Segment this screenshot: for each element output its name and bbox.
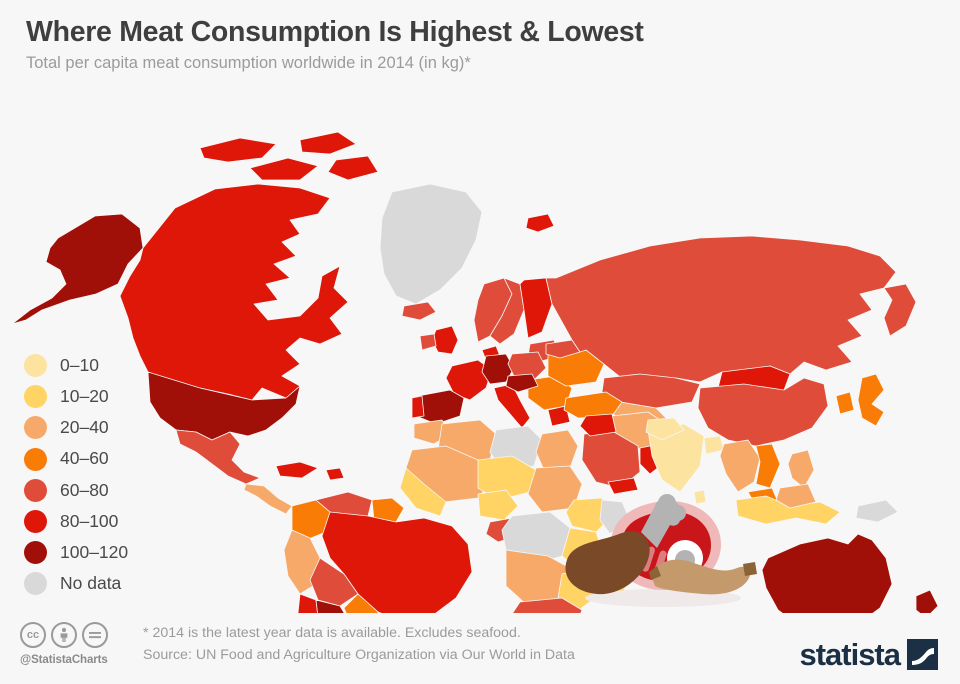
cc-icon: cc — [20, 622, 46, 648]
region-portugal — [411, 395, 425, 419]
region-pakistan — [645, 417, 685, 441]
legend-swatch-icon — [24, 541, 47, 565]
legend-label: 20–40 — [60, 417, 109, 438]
legend-item[interactable]: 0–10 — [24, 350, 128, 381]
region-france — [445, 359, 493, 401]
meat-illustration — [565, 494, 757, 607]
region-austria-hungary — [505, 373, 539, 393]
region-india — [647, 423, 705, 493]
legend-swatch-icon — [24, 447, 47, 471]
footnote: * 2014 is the latest year data is availa… — [143, 625, 521, 641]
legend-label: 100–120 — [60, 541, 129, 562]
region-japan — [857, 373, 885, 427]
sausage-tip-right — [743, 562, 757, 576]
region-south-africa — [512, 597, 583, 613]
legend-label: 10–20 — [60, 386, 109, 407]
sausage-tip-left — [649, 566, 661, 580]
header: Where Meat Consumption Is Highest & Lowe… — [26, 16, 940, 74]
legend-item[interactable]: 20–40 — [24, 412, 128, 443]
region-ireland — [419, 333, 437, 351]
legend-label: No data — [60, 573, 122, 594]
legend-label: 80–100 — [60, 510, 119, 531]
region-iceland — [401, 301, 437, 321]
legend-swatch-icon — [24, 385, 47, 409]
region-central-america — [243, 483, 293, 515]
region-uk — [431, 325, 459, 355]
region-italy — [493, 383, 531, 429]
legend-label: 0–10 — [60, 354, 99, 375]
region-chile — [297, 593, 318, 613]
legend-item[interactable]: No data — [24, 568, 128, 599]
region-argentina — [315, 599, 345, 613]
region-kamchatka — [883, 283, 917, 337]
region-yemen — [607, 477, 639, 495]
region-korea — [835, 391, 855, 415]
region-guyanas — [371, 497, 405, 523]
region-papua-new-guinea — [855, 499, 899, 523]
region-myanmar-thailand — [719, 439, 761, 493]
footer: cc @StatistaCharts * 2014 is the latest … — [0, 618, 960, 684]
cc-by-person-icon — [51, 622, 77, 648]
statista-charts-handle: @StatistaCharts — [20, 654, 108, 666]
region-west-coast — [399, 467, 447, 517]
region-svalbard — [525, 213, 555, 233]
region-borneo — [775, 483, 817, 509]
region-alaska — [11, 213, 144, 325]
region-new-zealand — [915, 589, 939, 613]
region-paraguay — [343, 593, 379, 613]
sausage — [651, 559, 751, 595]
region-mexico — [175, 429, 261, 485]
world-choropleth-map — [0, 88, 960, 613]
statista-wordmark: statista — [799, 637, 901, 672]
legend-swatch-icon — [24, 478, 47, 502]
legend-swatch-icon — [24, 572, 47, 596]
source-line: Source: UN Food and Agriculture Organiza… — [143, 647, 575, 663]
region-canada — [119, 183, 349, 401]
region-sri-lanka — [693, 489, 707, 505]
legend-swatch-icon — [24, 510, 47, 534]
region-russia — [545, 235, 897, 385]
page-subtitle: Total per capita meat consumption worldw… — [26, 53, 471, 72]
statista-logo-mark — [907, 639, 938, 670]
region-greece — [547, 405, 571, 427]
region-caribbean — [275, 461, 345, 481]
cc-nd-equals-icon — [82, 622, 108, 648]
footer-texts: * 2014 is the latest year data is availa… — [143, 622, 575, 666]
ham-drumstick — [565, 531, 650, 595]
region-brazil — [321, 511, 473, 613]
legend-label: 40–60 — [60, 448, 109, 469]
steak-bone-knob-b — [670, 505, 686, 521]
region-belarus — [545, 339, 581, 359]
region-greenland — [379, 183, 483, 305]
region-united-states — [147, 371, 301, 441]
page-title: Where Meat Consumption Is Highest & Lowe… — [26, 16, 644, 48]
legend-item[interactable]: 80–100 — [24, 506, 128, 537]
map-legend: 0–10 10–20 20–40 40–60 60–80 80–100 100–… — [24, 350, 128, 600]
region-nigeria — [477, 489, 519, 521]
legend-swatch-icon — [24, 354, 47, 378]
legend-item[interactable]: 60–80 — [24, 475, 128, 506]
region-bangladesh — [703, 435, 725, 455]
region-egypt — [535, 429, 579, 471]
region-finland — [519, 277, 553, 339]
person-glyph — [60, 627, 68, 642]
statista-swoosh-icon — [912, 648, 934, 665]
legend-item[interactable]: 40–60 — [24, 444, 128, 475]
legend-swatch-icon — [24, 416, 47, 440]
region-philippines — [787, 449, 815, 489]
legend-label: 60–80 — [60, 479, 109, 500]
equals-glyph — [89, 632, 101, 639]
creative-commons-icons[interactable]: cc — [20, 622, 108, 648]
region-germany — [481, 353, 515, 385]
world-map-svg — [11, 131, 939, 613]
region-australia — [761, 533, 893, 613]
legend-item[interactable]: 10–20 — [24, 381, 128, 412]
region-china — [697, 377, 829, 447]
region-iraq-syria — [579, 413, 617, 437]
steak-bone-knob-a — [658, 494, 676, 512]
statista-logo[interactable]: statista — [799, 639, 938, 670]
legend-item[interactable]: 100–120 — [24, 537, 128, 568]
region-arctic-islands — [199, 131, 379, 181]
